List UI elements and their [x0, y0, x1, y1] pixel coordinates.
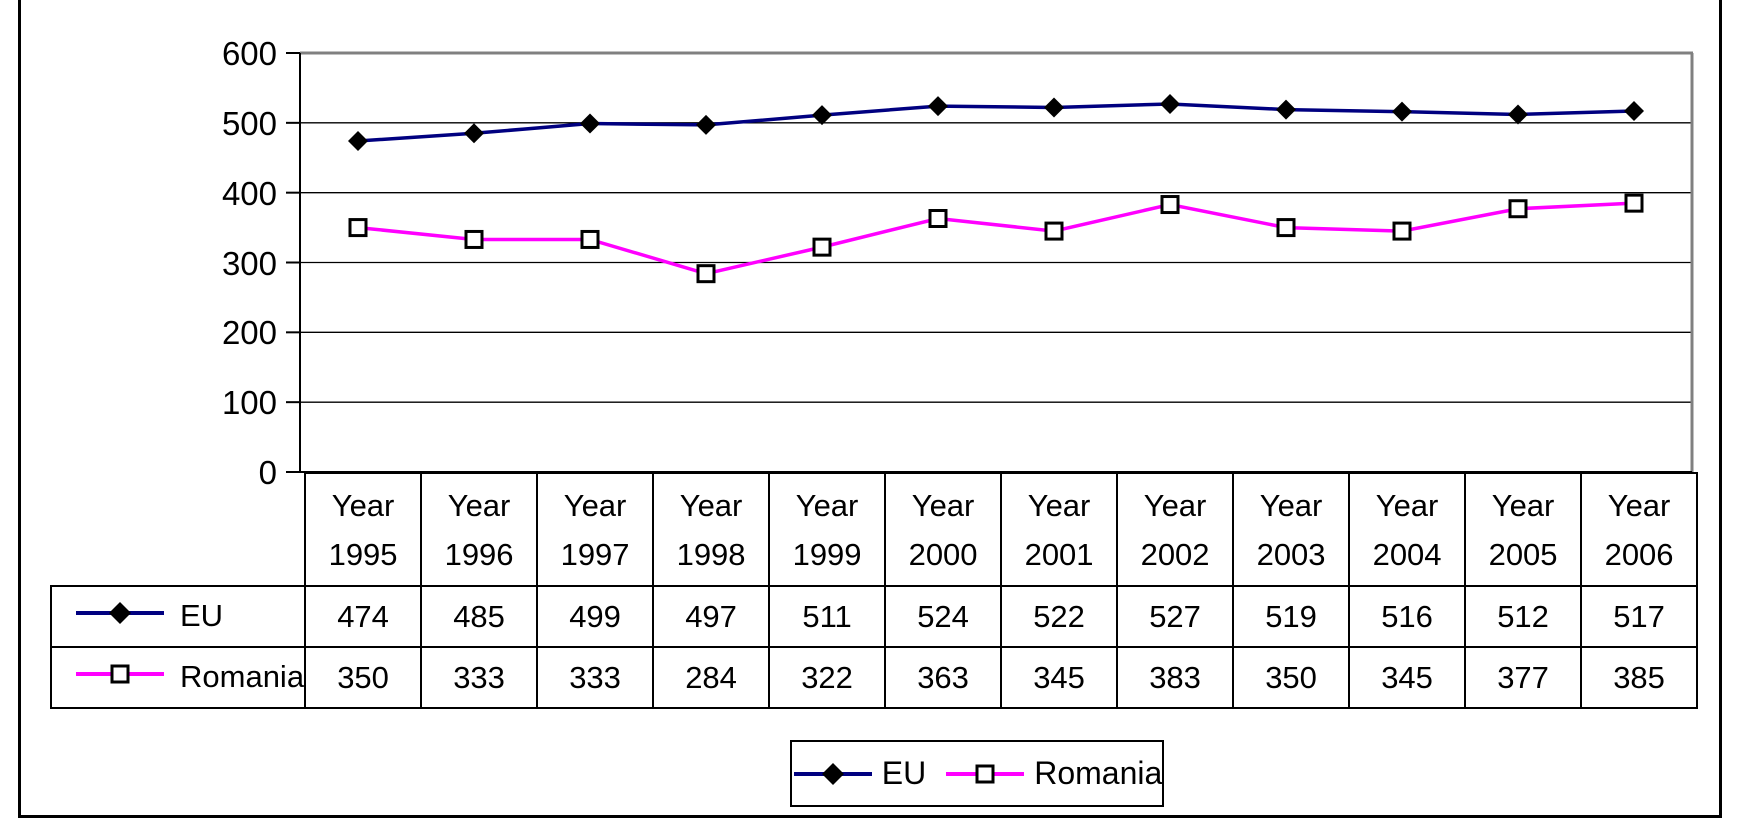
data-point-marker-diamond — [928, 96, 948, 117]
value-cell: 385 — [1580, 646, 1699, 709]
data-point-marker-square — [696, 264, 716, 284]
value-cell: 377 — [1464, 646, 1583, 709]
category-header-cell: Year 1996 — [420, 472, 539, 587]
y-axis-tick-label: 200 — [221, 314, 277, 352]
data-point-marker-diamond — [348, 130, 368, 151]
legend-entry-romania: Romania — [944, 755, 1162, 792]
data-point-marker-square — [1508, 199, 1528, 219]
data-point-marker-diamond — [812, 105, 832, 126]
value-cell: 350 — [304, 646, 423, 709]
value-cell: 519 — [1232, 585, 1351, 648]
y-axis-tick-label: 400 — [221, 174, 277, 212]
legend-entry-eu: EU — [792, 755, 926, 792]
data-point-marker-square — [580, 229, 600, 249]
category-header-cell: Year 1997 — [536, 472, 655, 587]
value-cell: 517 — [1580, 585, 1699, 648]
data-point-marker-diamond — [464, 123, 484, 144]
series-name-label: EU — [180, 597, 224, 633]
category-header-cell: Year 2006 — [1580, 472, 1699, 587]
data-point-marker-square — [1276, 218, 1296, 238]
data-point-marker-square — [1392, 221, 1412, 241]
data-point-marker-diamond — [1392, 101, 1412, 122]
value-cell: 527 — [1116, 585, 1235, 648]
category-header-cell: Year 2000 — [884, 472, 1003, 587]
data-point-marker-diamond — [1044, 97, 1064, 118]
series-row-label: Romania — [49, 646, 307, 709]
data-point-marker-square — [928, 209, 948, 229]
data-point-marker-diamond — [1276, 99, 1296, 120]
y-axis-tick-label: 500 — [221, 104, 277, 142]
category-header-cell: Year 2003 — [1232, 472, 1351, 587]
eu-legend-key-icon — [793, 762, 872, 785]
category-header-cell: Year 1998 — [652, 472, 771, 587]
chart-legend: EU Romania — [790, 740, 1164, 807]
value-cell: 511 — [768, 585, 887, 648]
data-point-marker-diamond — [1160, 93, 1180, 114]
category-header-cell: Year 2001 — [1000, 472, 1119, 587]
value-cell: 333 — [536, 646, 655, 709]
value-cell: 522 — [1000, 585, 1119, 648]
series-name-label: Romania — [180, 658, 305, 694]
data-point-marker-diamond — [1508, 104, 1528, 125]
value-cell: 383 — [1116, 646, 1235, 709]
category-header-cell: Year 2005 — [1464, 472, 1583, 587]
data-point-marker-diamond — [1624, 100, 1644, 121]
value-cell: 284 — [652, 646, 771, 709]
category-header-cell: Year 2004 — [1348, 472, 1467, 587]
legend-label: EU — [881, 755, 927, 791]
value-cell: 516 — [1348, 585, 1467, 648]
value-cell: 497 — [652, 585, 771, 648]
chart-data-table: Year 1995 Year 1996 Year 1997 Year 1998 Year… — [49, 472, 1699, 709]
table-header-row: Year 1995 Year 1996 Year 1997 Year 1998 Year… — [51, 472, 1699, 587]
value-cell: 499 — [536, 585, 655, 648]
data-point-marker-square — [1160, 195, 1180, 215]
data-point-marker-square — [1044, 221, 1064, 241]
data-point-marker-diamond — [696, 114, 716, 135]
value-cell: 524 — [884, 585, 1003, 648]
data-point-marker-square — [348, 218, 368, 238]
value-cell: 322 — [768, 646, 887, 709]
value-cell: 345 — [1000, 646, 1119, 709]
romania-legend-key-icon — [946, 764, 1025, 783]
data-point-marker-square — [812, 237, 832, 257]
value-cell: 345 — [1348, 646, 1467, 709]
romania-series-line — [357, 201, 1635, 276]
series-row-label: EU — [49, 585, 307, 648]
y-axis-tick-label: 0 — [258, 454, 277, 491]
y-axis-tick-label: 300 — [221, 244, 277, 282]
chart-outer-border — [18, 0, 1722, 818]
value-cell: 350 — [1232, 646, 1351, 709]
legend-label: Romania — [1034, 755, 1163, 791]
category-header-cell: Year 1995 — [304, 472, 423, 587]
value-cell: 485 — [420, 585, 539, 648]
category-header-cell: Year 1999 — [768, 472, 887, 587]
value-cell: 333 — [420, 646, 539, 709]
eu-table-row: EU 474 485 499 497 511 524 522 527 519 516 512 517 — [49, 585, 1699, 648]
eu-series-line — [357, 102, 1635, 143]
value-cell: 474 — [304, 585, 423, 648]
data-point-marker-diamond — [580, 113, 600, 134]
category-header-cell: Year 2002 — [1116, 472, 1235, 587]
value-cell: 512 — [1464, 585, 1583, 648]
romania-legend-key-icon — [76, 664, 164, 684]
y-axis-tick-label: 100 — [221, 384, 277, 422]
romania-table-row: Romania 350 333 333 284 322 363 345 383 350 345 377… — [49, 646, 1699, 709]
data-point-marker-square — [1624, 193, 1644, 213]
y-axis-tick-label: 600 — [221, 35, 277, 72]
value-cell: 363 — [884, 646, 1003, 709]
table-corner-spacer — [51, 473, 305, 586]
eu-legend-key-icon — [76, 602, 164, 625]
data-point-marker-square — [464, 229, 484, 249]
